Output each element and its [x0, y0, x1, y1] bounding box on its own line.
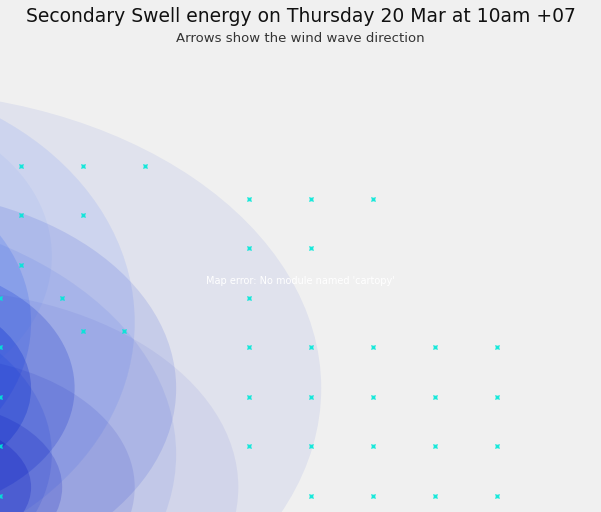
Ellipse shape — [0, 421, 31, 512]
Ellipse shape — [0, 207, 176, 512]
Ellipse shape — [0, 289, 31, 487]
Ellipse shape — [0, 190, 176, 512]
Text: Map error: No module named 'cartopy': Map error: No module named 'cartopy' — [206, 276, 395, 286]
Ellipse shape — [0, 289, 52, 512]
Ellipse shape — [0, 157, 31, 487]
Ellipse shape — [0, 289, 239, 512]
Ellipse shape — [0, 260, 75, 512]
Ellipse shape — [0, 91, 321, 512]
Text: Secondary Swell energy on Thursday 20 Mar at 10am +07: Secondary Swell energy on Thursday 20 Ma… — [26, 7, 575, 26]
Ellipse shape — [0, 75, 135, 512]
Ellipse shape — [0, 355, 135, 512]
Text: Arrows show the wind wave direction: Arrows show the wind wave direction — [176, 32, 425, 46]
Ellipse shape — [0, 401, 62, 512]
